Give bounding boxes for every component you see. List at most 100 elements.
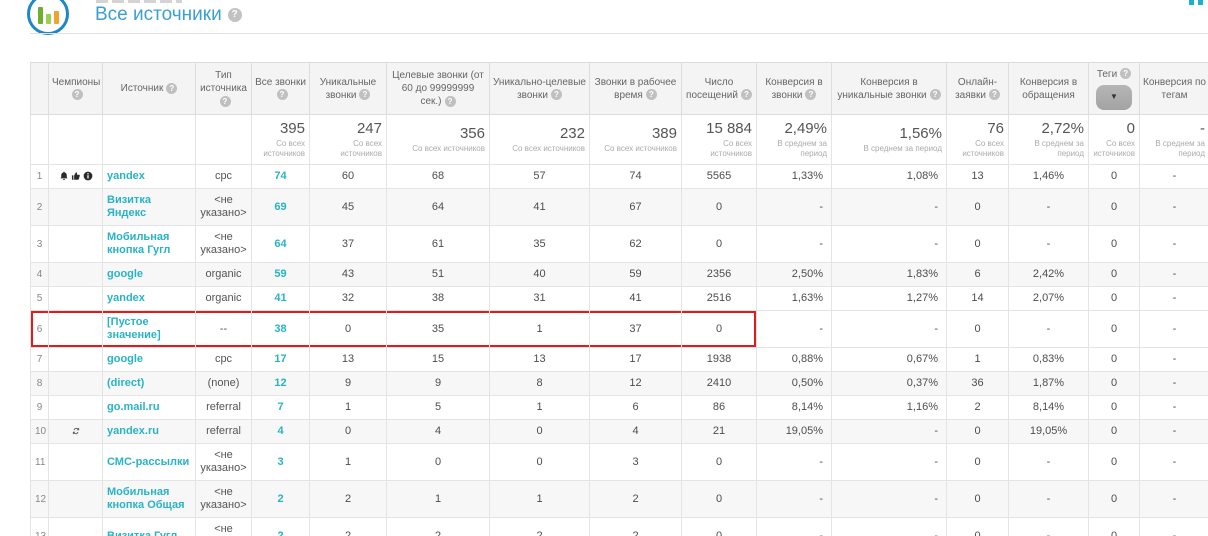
cell-conv_appeals: 1,87% [1008, 371, 1089, 396]
cell-target_calls: 5 [386, 395, 490, 420]
cell-conv_tags: - [1139, 419, 1208, 444]
help-icon[interactable]: ? [359, 89, 371, 101]
bar-chart-icon [37, 7, 43, 24]
summary-working_time_calls: 389 Со всех источников [589, 114, 682, 165]
column-header-conv_appeals: Конверсия в обращения [1008, 62, 1089, 115]
help-icon[interactable]: ? [444, 95, 456, 107]
title-help-icon[interactable]: ? [227, 7, 242, 22]
source-link[interactable]: go.mail.ru [107, 401, 160, 413]
column-header-tags: Теги? ▼ [1088, 62, 1140, 115]
source-link[interactable]: (direct) [107, 377, 145, 389]
summary-unique_calls: 247 Со всех источников [309, 114, 387, 165]
summary-caption: Со всех источников [962, 139, 1004, 158]
cell-conv_unique_calls: 1,16% [831, 395, 947, 420]
cell-type: referral [195, 395, 252, 420]
settings-icon[interactable] [1189, 0, 1203, 5]
all-calls-link[interactable]: 38 [274, 322, 287, 335]
source-link[interactable]: yandex [107, 292, 145, 304]
cell-unique_calls: 32 [309, 286, 387, 311]
source-link[interactable]: Мобильная кнопка Общая [107, 486, 185, 511]
cell-unique_target_calls: 35 [489, 225, 590, 263]
source-link[interactable]: СМС-рассылки [107, 455, 190, 468]
summary-value: 2,72% [1041, 120, 1084, 137]
cell-all_calls: 74 [251, 164, 310, 189]
source-link[interactable]: yandex.ru [107, 425, 159, 437]
help-icon[interactable]: ? [805, 89, 817, 101]
cell-all_calls: 59 [251, 262, 310, 287]
source-link[interactable]: [Пустое значение] [107, 316, 161, 341]
help-icon[interactable]: ? [219, 95, 231, 107]
cell-type: cpc [195, 164, 252, 189]
cell-conv_calls: 19,05% [756, 419, 832, 444]
all-calls-link[interactable]: 74 [274, 170, 287, 182]
cell-champions [48, 310, 103, 348]
all-calls-link[interactable]: 4 [277, 425, 284, 437]
summary-caption: Со всех источников [340, 139, 382, 158]
cell-conv_appeals: - [1008, 443, 1089, 481]
table-row: 4 google organic 59 43 51 40 59 2356 2,50% 1,83% 6 2… [30, 262, 1208, 287]
help-icon[interactable]: ? [550, 89, 562, 101]
all-calls-link[interactable]: 2 [277, 529, 284, 536]
cell-source: Визитка Яндекс [102, 188, 196, 226]
cell-all_calls: 4 [251, 419, 310, 444]
source-link[interactable]: Визитка Яндекс [107, 194, 151, 219]
source-link[interactable]: yandex [107, 170, 145, 182]
cell-num: 12 [30, 480, 49, 518]
source-link[interactable]: google [107, 268, 144, 280]
cell-num: 6 [30, 310, 49, 348]
summary-value: 76 [987, 120, 1004, 137]
source-link[interactable]: Мобильная кнопка Гугл [107, 231, 171, 256]
cell-conv_appeals: - [1008, 480, 1089, 518]
cell-conv_calls: 1,33% [756, 164, 832, 189]
summary-caption: Со всех источников [710, 139, 752, 158]
cell-conv_tags: - [1139, 347, 1208, 372]
cell-conv_appeals: 2,42% [1008, 262, 1089, 287]
tags-filter-button[interactable]: ▼ [1096, 84, 1132, 110]
all-calls-link[interactable]: 64 [274, 237, 287, 250]
help-icon[interactable]: ? [645, 89, 657, 101]
cell-conv_calls: 2,50% [756, 262, 832, 287]
all-calls-link[interactable]: 12 [274, 377, 287, 389]
cell-visits: 2516 [681, 286, 757, 311]
cell-unique_calls: 2 [309, 517, 387, 536]
cell-champions [48, 262, 103, 287]
all-calls-link[interactable]: 41 [274, 292, 287, 304]
cell-visits: 0 [681, 517, 757, 536]
all-calls-link[interactable]: 17 [274, 353, 287, 365]
cell-conv_tags: - [1139, 225, 1208, 263]
cell-conv_unique_calls: - [831, 310, 947, 348]
cell-tags: 0 [1088, 262, 1140, 287]
cell-conv_appeals: 2,07% [1008, 286, 1089, 311]
cell-online_requests: 14 [946, 286, 1009, 311]
source-link[interactable]: google [107, 353, 144, 365]
help-icon[interactable]: ? [988, 89, 1000, 101]
cell-unique_target_calls: 0 [489, 419, 590, 444]
cell-unique_target_calls: 13 [489, 347, 590, 372]
all-calls-link[interactable]: 3 [277, 455, 284, 468]
cell-conv_tags: - [1139, 443, 1208, 481]
summary-source [102, 114, 196, 165]
cell-champions [48, 419, 103, 444]
help-icon[interactable]: ? [740, 89, 752, 101]
cell-online_requests: 0 [946, 225, 1009, 263]
cell-unique_calls: 1 [309, 395, 387, 420]
summary-row: 395 Со всех источников 247 Со всех источник… [30, 114, 1208, 165]
all-calls-link[interactable]: 7 [277, 401, 284, 413]
help-icon[interactable]: ? [929, 89, 941, 101]
help-icon[interactable]: ? [166, 82, 178, 94]
help-icon[interactable]: ? [276, 89, 288, 101]
column-header-conv_calls: Конверсия в звонки? [756, 62, 832, 115]
header-divider [30, 33, 1208, 34]
source-link[interactable]: Визитка Гугл [107, 529, 178, 536]
cell-type: <не указано> [195, 443, 252, 481]
help-icon[interactable]: ? [71, 89, 83, 101]
summary-value: 1,56% [899, 125, 942, 142]
column-header-label: Тип источника [200, 70, 247, 94]
all-calls-link[interactable]: 59 [274, 268, 287, 280]
all-calls-link[interactable]: 69 [274, 200, 287, 213]
column-header-label: Онлайн-заявки [955, 76, 998, 101]
cell-conv_unique_calls: - [831, 419, 947, 444]
column-header-label: Конверсия по тегам [1143, 76, 1206, 101]
help-icon[interactable]: ? [1120, 68, 1132, 80]
all-calls-link[interactable]: 2 [277, 492, 284, 505]
